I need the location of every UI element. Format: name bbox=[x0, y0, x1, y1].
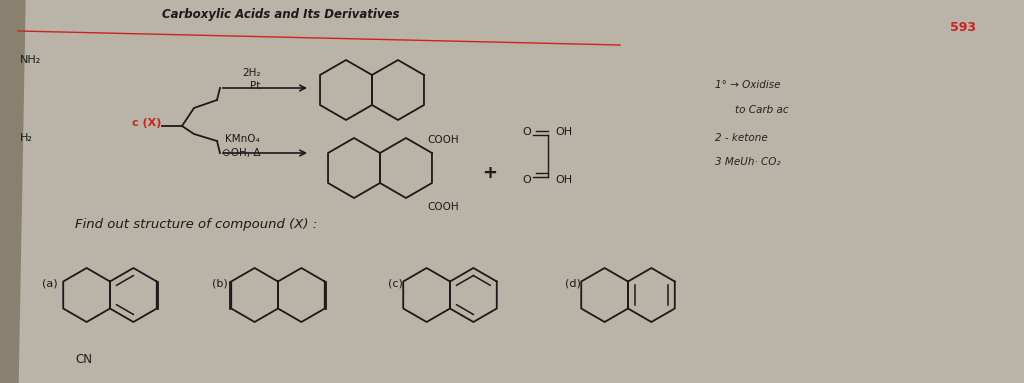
Text: COOH: COOH bbox=[427, 202, 459, 212]
Text: KMnO₄: KMnO₄ bbox=[225, 134, 260, 144]
Text: 593: 593 bbox=[950, 21, 976, 34]
Text: Carboxylic Acids and Its Derivatives: Carboxylic Acids and Its Derivatives bbox=[162, 8, 399, 21]
Text: (d): (d) bbox=[565, 279, 581, 289]
Text: 2H₂: 2H₂ bbox=[242, 68, 260, 78]
Text: ⊙OH, Δ: ⊙OH, Δ bbox=[222, 148, 260, 158]
Text: 3 MeUh· CO₂: 3 MeUh· CO₂ bbox=[715, 157, 780, 167]
Text: OH: OH bbox=[555, 175, 572, 185]
Text: NH₂: NH₂ bbox=[20, 55, 41, 65]
Text: 1° → Oxidise: 1° → Oxidise bbox=[715, 80, 780, 90]
Text: (c): (c) bbox=[388, 279, 402, 289]
Text: +: + bbox=[482, 164, 497, 182]
Text: O: O bbox=[522, 175, 530, 185]
Text: 2 - ketone: 2 - ketone bbox=[715, 133, 768, 143]
Text: H₂: H₂ bbox=[20, 133, 33, 143]
Text: Find out structure of compound (X) :: Find out structure of compound (X) : bbox=[75, 218, 317, 231]
Text: O: O bbox=[522, 127, 530, 137]
Text: Pt: Pt bbox=[250, 81, 260, 91]
Text: (a): (a) bbox=[42, 279, 57, 289]
Polygon shape bbox=[0, 0, 25, 383]
Text: OH: OH bbox=[555, 127, 572, 137]
Text: c (X): c (X) bbox=[132, 118, 162, 128]
Text: (b): (b) bbox=[212, 279, 227, 289]
Text: CN: CN bbox=[75, 353, 92, 366]
Text: to Carb ac: to Carb ac bbox=[735, 105, 788, 115]
Text: COOH: COOH bbox=[427, 135, 459, 145]
